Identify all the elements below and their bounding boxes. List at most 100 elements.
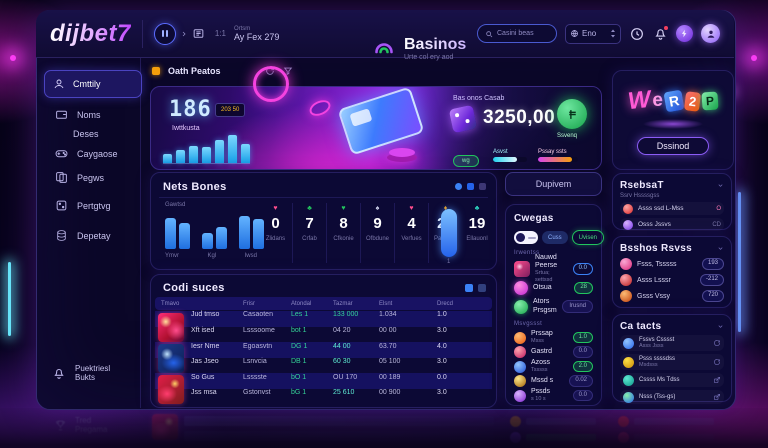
secondary-action-button[interactable]: Dupivem: [505, 172, 602, 196]
contact-item[interactable]: Cssss Ms Tdss: [620, 373, 724, 387]
chip-stack-graphic: [387, 145, 417, 162]
caret-down-icon[interactable]: [717, 182, 724, 189]
sidebar-item-games[interactable]: Caygaose: [55, 147, 118, 160]
section-label: Oath Peatos: [168, 66, 221, 76]
sidebar-item-cards[interactable]: Pegws: [55, 171, 104, 184]
game-thumbnail[interactable]: [158, 344, 184, 373]
member-item[interactable]: Pssds s 10 s 0.0: [514, 388, 593, 403]
progress2-bar: [538, 157, 578, 162]
tab-cuss[interactable]: Cuss: [542, 231, 568, 244]
sidebar-item-dice[interactable]: Pertgtvg: [55, 199, 111, 212]
sidebar-item-label: Cmttily: [73, 79, 101, 89]
external-link-icon[interactable]: [713, 393, 721, 401]
sidebar-footer-item[interactable]: Puektriesl Bukts: [52, 364, 110, 382]
caret-down-icon[interactable]: [717, 323, 724, 330]
sidebar-item-active[interactable]: Cmttily: [44, 70, 142, 98]
featured-item[interactable]: Nauwd Peerse Srtua; settssd 0.0: [514, 254, 593, 283]
sidebar-item-deses[interactable]: Deses: [73, 129, 99, 139]
external-link-icon[interactable]: [713, 376, 721, 384]
leaderboard-panel: Bsshos Rsvss Fsss, Tsssss 193 Asss Lsssr…: [612, 236, 732, 308]
avatar: [623, 203, 633, 214]
tab-uvisen[interactable]: Uvisen: [571, 230, 605, 245]
table-view-icon-2[interactable]: [478, 284, 486, 292]
search-input[interactable]: Casini beas: [477, 24, 557, 43]
sort-arrows-icon: [610, 29, 616, 38]
member-item[interactable]: Azoss Tsssss 2.0: [514, 359, 593, 374]
game-thumbnail[interactable]: [158, 375, 184, 404]
progress1-label: Asvst: [493, 149, 508, 155]
view-dot-icon[interactable]: [455, 183, 462, 190]
leaderboard-item[interactable]: Asss Lsssr -212: [620, 272, 724, 288]
caret-down-icon[interactable]: [717, 245, 724, 252]
sidebar-item-deposits[interactable]: Depetay: [55, 229, 111, 242]
sidebar-item-wallet[interactable]: Noms: [55, 108, 101, 121]
language-select[interactable]: Eno: [565, 23, 621, 44]
balance-caption: Bas onos Casab: [453, 95, 505, 102]
stat-column: ♥ 0 Zlidans: [265, 205, 286, 242]
member-name: Nauwd Peerse: [535, 254, 558, 270]
member-item[interactable]: Mssd s 0.02: [514, 374, 593, 388]
contact-item[interactable]: Nsss (Tss-gs): [620, 390, 724, 404]
chevron-right-icon[interactable]: [180, 30, 188, 38]
history-clock-icon[interactable]: [629, 26, 645, 42]
stat-column: ♥ 4 Verfues: [394, 203, 428, 263]
user-caption: Ortsm: [233, 25, 251, 32]
avatar: [514, 299, 528, 314]
view-grid-icon[interactable]: [467, 183, 474, 190]
pause-button[interactable]: [153, 22, 176, 45]
member-item[interactable]: Gastrd 0.0: [514, 345, 593, 359]
avatar: [623, 356, 634, 368]
member-badge: 2.0: [572, 360, 593, 373]
filter-icon[interactable]: [283, 66, 293, 76]
menu-icon[interactable]: [192, 27, 205, 40]
member-badge: 0.0: [572, 346, 593, 358]
balance-amount: 3250,00: [483, 107, 556, 128]
message-item[interactable]: Asss ssd L-Mss O: [620, 202, 724, 215]
toggle-switch[interactable]: [514, 231, 538, 244]
table-view-icon-1[interactable]: [465, 284, 473, 292]
avatar: [623, 219, 633, 230]
refresh-icon[interactable]: [713, 358, 721, 366]
profile-avatar[interactable]: [701, 24, 720, 43]
dice-icon: [55, 199, 68, 212]
gamepad-icon: [55, 147, 68, 160]
contact-item[interactable]: Fssvs Csssst Asss Jsss: [620, 335, 724, 351]
featured-item[interactable]: Ators Prsgsm Irusnd: [514, 297, 593, 316]
section-label: Irwentss: [514, 250, 540, 256]
leaderboard-item[interactable]: Gsss Vssy 720: [620, 288, 724, 304]
user-session[interactable]: Ortsm Ay Fex 279: [234, 26, 279, 42]
hero-banner[interactable]: 186 203 50 Iwttkusta Bas onos Casab 3250…: [150, 86, 602, 170]
messages-caption: Ssrv Hssssgss: [620, 193, 660, 199]
sidebar-item-label: Depetay: [77, 230, 111, 241]
tag-pill[interactable]: wg: [453, 155, 479, 167]
promo-letter: 2: [683, 90, 702, 112]
bonus-label: Ssvenq: [557, 133, 578, 139]
globe-icon: [570, 29, 579, 38]
promo-button[interactable]: Dssinod: [637, 137, 709, 155]
game-thumbnail[interactable]: [158, 313, 184, 342]
sidebar-item-label: Pegws: [77, 172, 105, 183]
coin-icon: [307, 97, 333, 119]
app-logo[interactable]: dijbet7: [50, 19, 131, 47]
invite-button[interactable]: Irusnd: [562, 299, 593, 314]
notification-bell-icon[interactable]: [653, 26, 668, 41]
bonus-icon[interactable]: [557, 99, 587, 129]
member-item[interactable]: Prssap Msss 1.0: [514, 330, 593, 345]
bar-label: 1: [447, 259, 451, 265]
contact-item[interactable]: Psss ssssdss Msdsss: [620, 354, 724, 370]
featured-item[interactable]: Otsua 28: [514, 279, 593, 297]
view-list-icon[interactable]: [479, 183, 486, 190]
quick-action-avatar[interactable]: [676, 25, 693, 42]
leaderboard-item[interactable]: Fsss, Tsssss 193: [620, 256, 724, 272]
chart-label: Iwsd: [244, 253, 257, 259]
refresh-icon[interactable]: [713, 339, 721, 347]
avatar: [623, 374, 634, 386]
message-item[interactable]: Osss Jssvs CD: [620, 218, 724, 231]
promo-card[interactable]: W e R 2 P Dssinod: [612, 70, 734, 170]
